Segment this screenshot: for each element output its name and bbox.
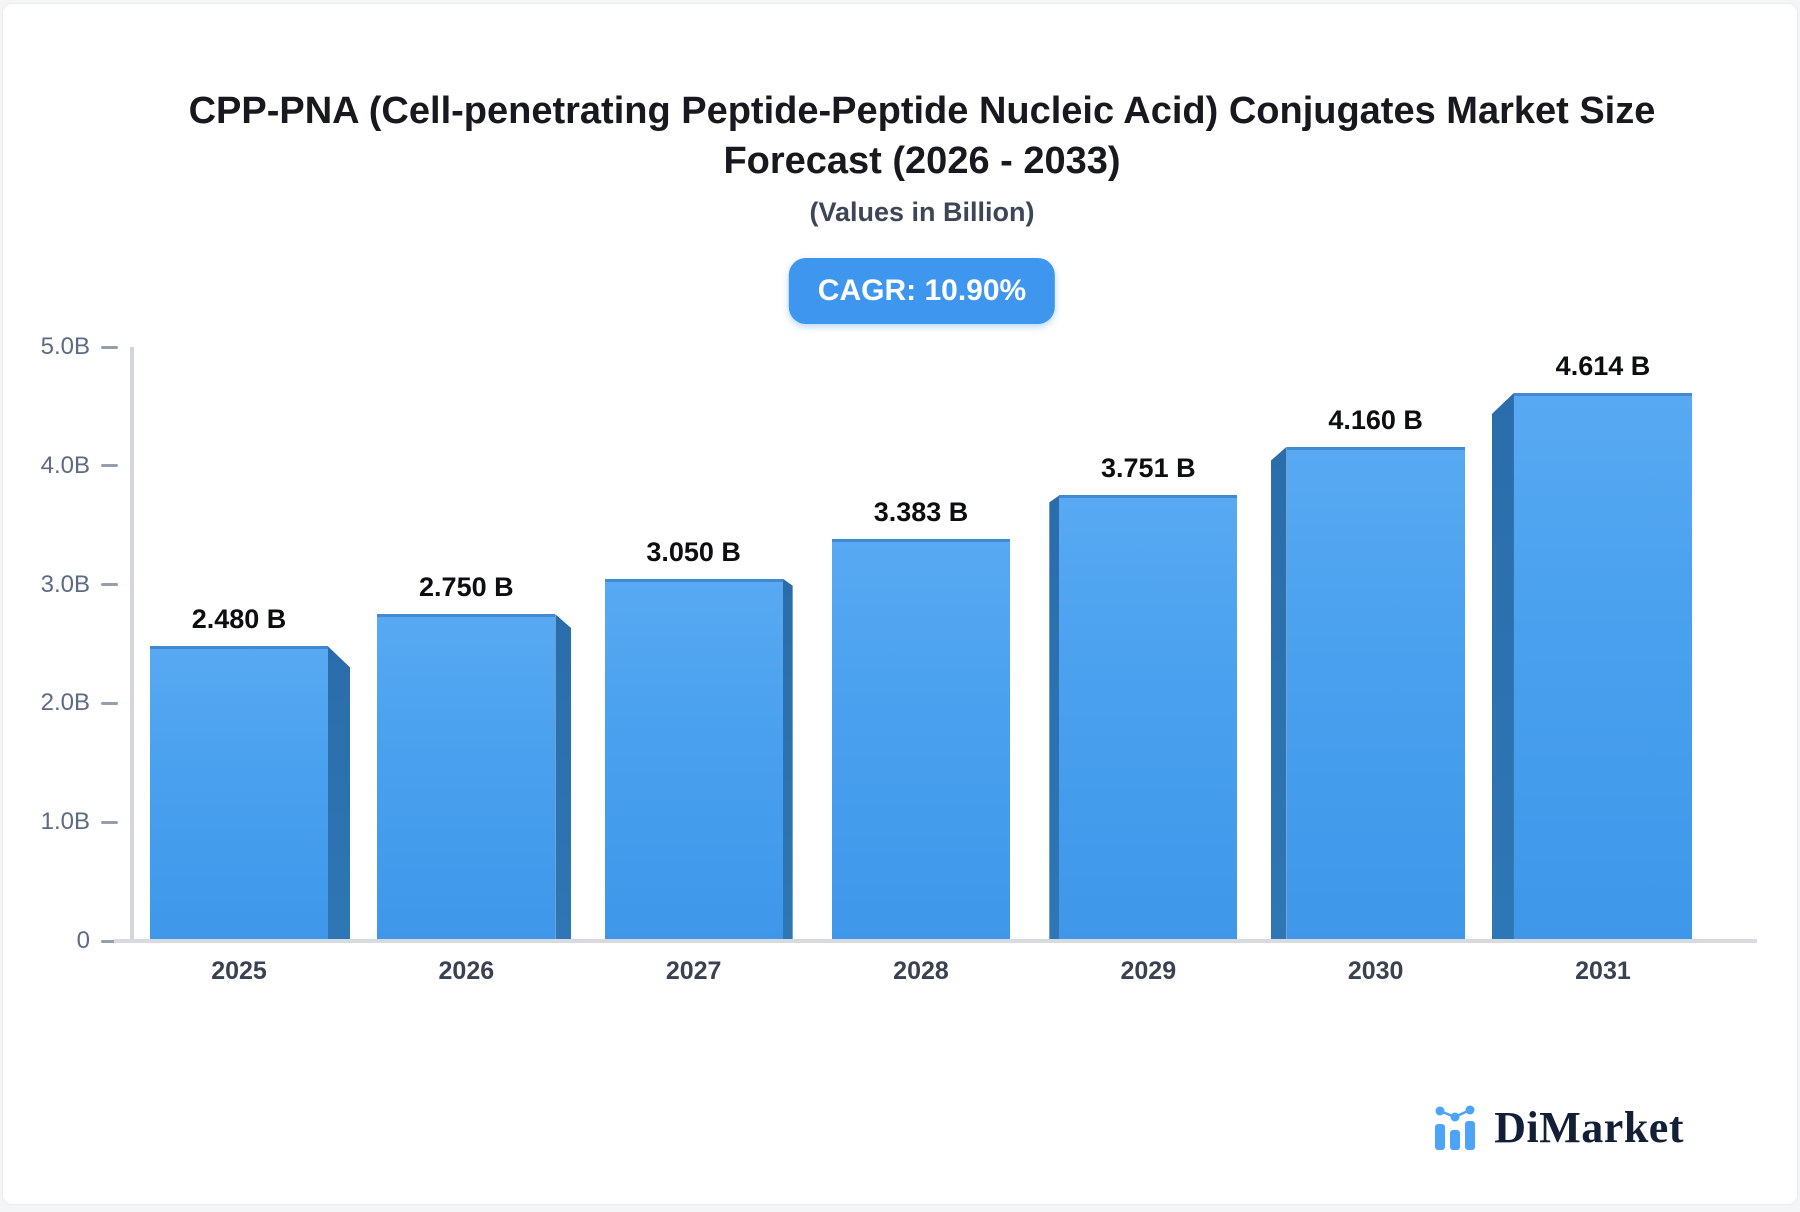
y-tick-label: 0 <box>76 927 90 954</box>
bar-value-label: 3.050 B <box>646 536 741 567</box>
y-tick-label: 5.0B <box>40 333 90 360</box>
x-axis-label-2027: 2027 <box>665 957 722 985</box>
y-tick-label: 3.0B <box>40 570 90 598</box>
bar-value-label: 2.480 B <box>191 604 287 635</box>
bar-value-label: 3.383 B <box>873 497 969 528</box>
x-axis-label-2025: 2025 <box>211 957 267 985</box>
bar-2030[interactable] <box>1286 446 1465 941</box>
dimarket-logo: DiMarket <box>1433 1098 1684 1150</box>
chart-header: CPP-PNA (Cell-penetrating Peptide-Peptid… <box>44 86 1800 228</box>
bar-chart-dots-icon <box>1435 1105 1476 1150</box>
y-tick-label: 2.0B <box>40 689 90 717</box>
x-axis-label-2026: 2026 <box>438 957 495 985</box>
y-axis-line <box>130 347 134 943</box>
chart-subtitle: (Values in Billion) <box>809 197 1035 227</box>
y-tick-mark <box>101 701 118 705</box>
bar-side-face <box>555 614 572 941</box>
bar-2026[interactable] <box>377 614 556 941</box>
bar-2028[interactable] <box>831 539 1010 941</box>
bar-2027[interactable] <box>604 578 783 941</box>
bar-2031[interactable] <box>1513 392 1692 941</box>
bar-2025[interactable] <box>150 646 328 941</box>
y-tick-mark <box>101 464 118 468</box>
x-axis-label-2028: 2028 <box>893 957 949 985</box>
y-tick-mark <box>101 939 118 943</box>
x-axis-label-2030: 2030 <box>1347 957 1404 985</box>
bar-side-face <box>328 646 350 941</box>
cagr-badge: CAGR: 10.90% <box>788 258 1056 324</box>
y-tick-label: 4.0B <box>40 451 90 479</box>
bar-value-label: 4.614 B <box>1555 350 1651 381</box>
chart-title-line1: CPP-PNA (Cell-penetrating Peptide-Peptid… <box>188 90 1656 132</box>
y-tick-mark <box>101 345 118 349</box>
y-tick-mark <box>101 820 118 824</box>
bar-value-label: 3.751 B <box>1101 453 1196 484</box>
x-axis-label-2029: 2029 <box>1120 957 1177 985</box>
bar-side-face <box>1049 495 1060 941</box>
chart-title-line2: Forecast (2026 - 2033) <box>723 140 1121 182</box>
bar-side-face <box>1491 392 1514 941</box>
logo-brand-text: DiMarket <box>1494 1103 1684 1152</box>
bar-value-label: 2.750 B <box>419 572 514 603</box>
bar-2029[interactable] <box>1059 495 1238 941</box>
bar-side-face <box>782 578 793 941</box>
x-axis-line <box>114 939 1757 943</box>
x-axis-label-2031: 2031 <box>1575 957 1631 985</box>
y-tick-mark <box>101 583 118 587</box>
bar-value-label: 4.160 B <box>1328 404 1423 435</box>
y-tick-label: 1.0B <box>40 808 90 836</box>
bar-side-face <box>1270 446 1287 941</box>
